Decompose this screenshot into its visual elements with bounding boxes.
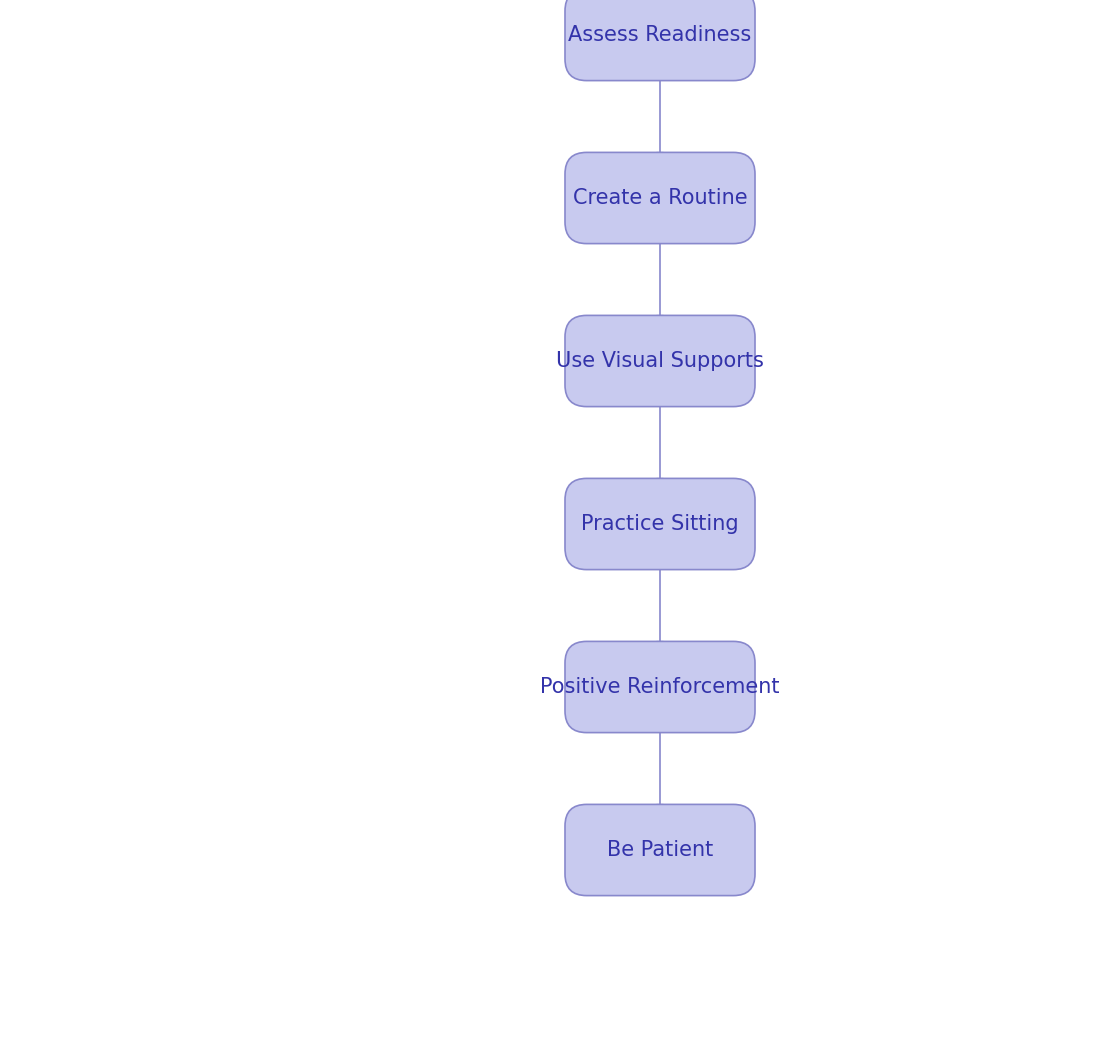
Text: Positive Reinforcement: Positive Reinforcement (540, 677, 780, 697)
FancyBboxPatch shape (564, 478, 755, 570)
Text: Practice Sitting: Practice Sitting (581, 514, 739, 534)
Text: Be Patient: Be Patient (607, 840, 713, 860)
FancyBboxPatch shape (564, 0, 755, 81)
FancyBboxPatch shape (564, 804, 755, 895)
Text: Use Visual Supports: Use Visual Supports (556, 350, 764, 371)
FancyBboxPatch shape (564, 153, 755, 243)
Text: Create a Routine: Create a Routine (572, 188, 747, 208)
FancyBboxPatch shape (564, 642, 755, 732)
FancyBboxPatch shape (564, 315, 755, 407)
Text: Assess Readiness: Assess Readiness (568, 25, 752, 45)
